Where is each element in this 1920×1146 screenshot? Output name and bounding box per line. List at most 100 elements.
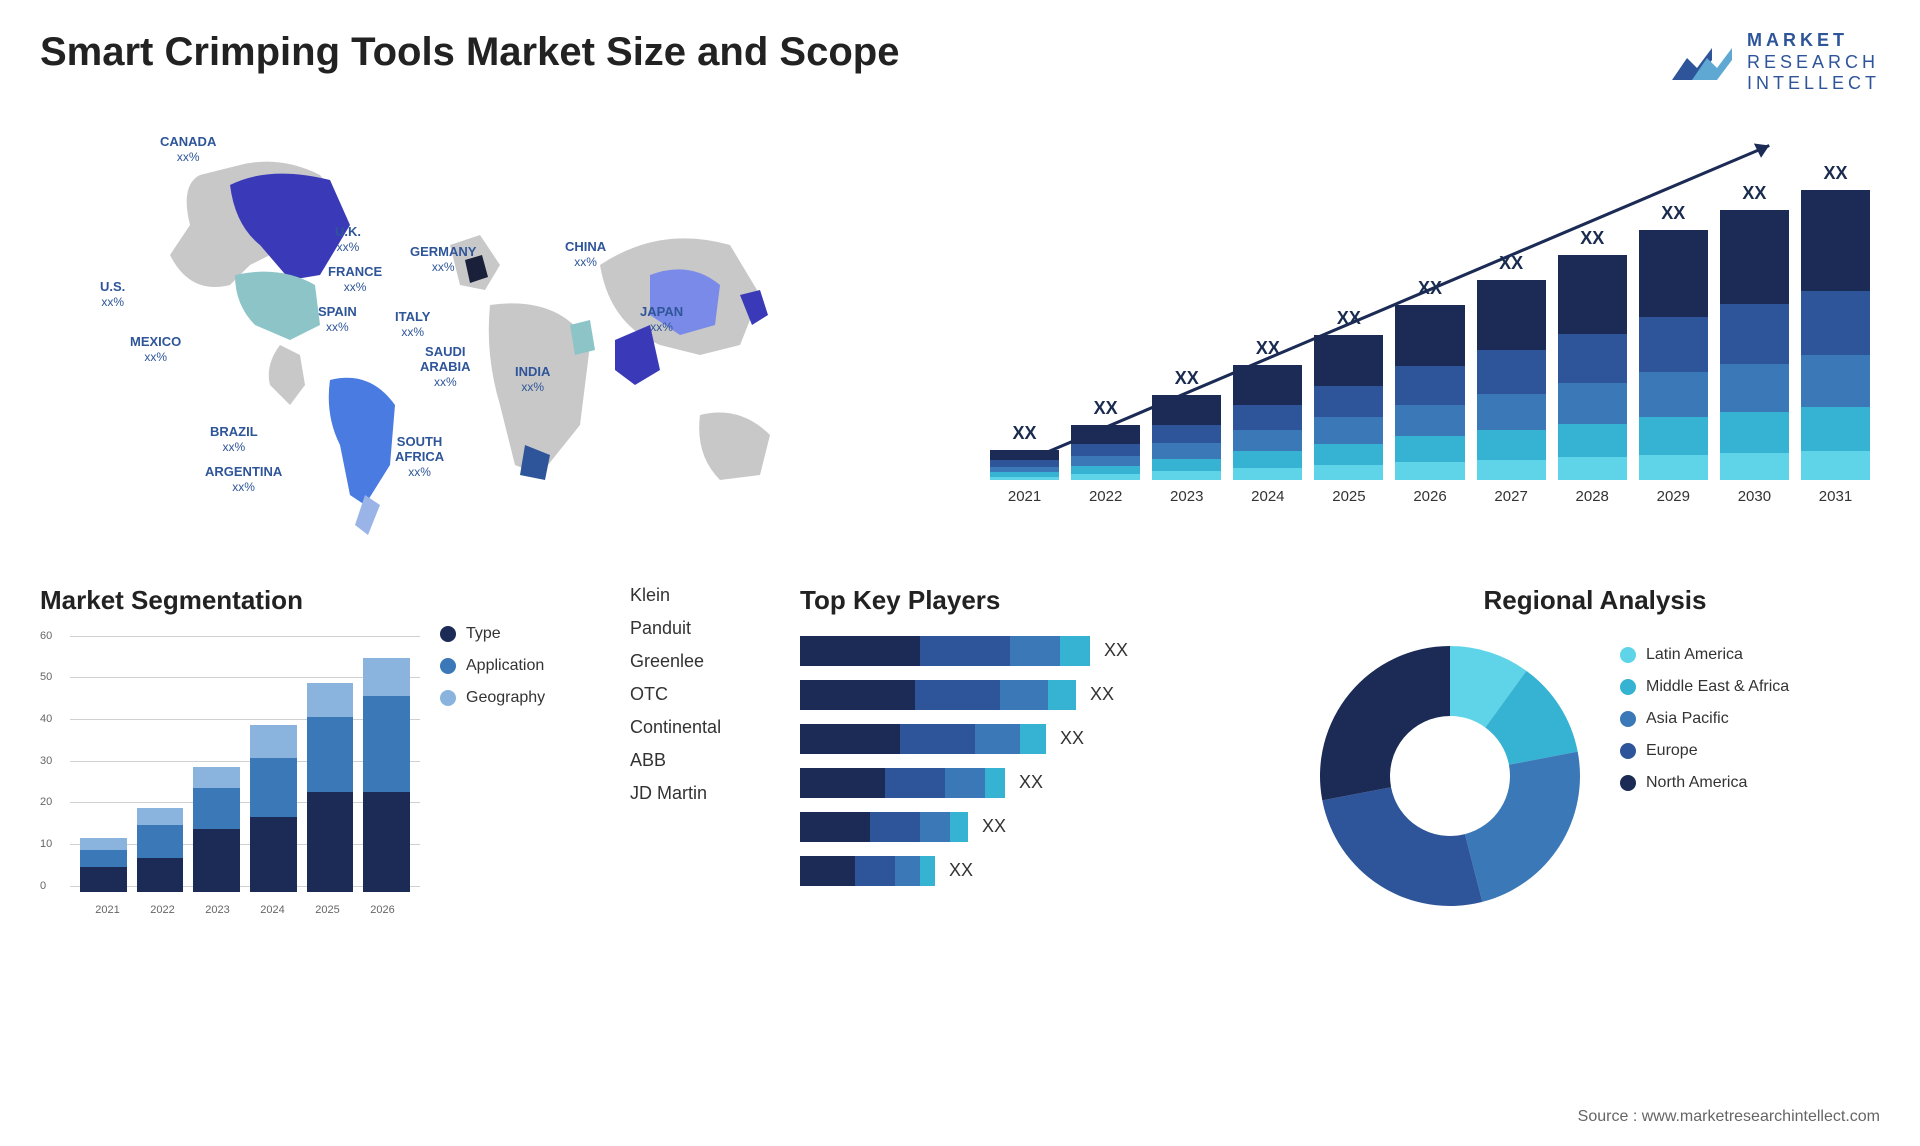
growth-bar-value: XX [1094,398,1118,419]
donut-slice [1320,646,1450,800]
growth-bar-value: XX [1337,308,1361,329]
legend-label: North America [1646,774,1747,792]
key-player-bar: XX [800,636,1280,666]
map-country-label: CHINAxx% [565,240,606,270]
growth-bar-value: XX [1013,423,1037,444]
page-title: Smart Crimping Tools Market Size and Sco… [40,30,899,75]
legend-dot-icon [440,690,456,706]
growth-year-label: 2028 [1576,488,1609,505]
legend-label: Application [466,657,544,675]
seg-y-tick: 30 [40,755,52,767]
map-country-label: CANADAxx% [160,135,216,165]
growth-year-label: 2021 [1008,488,1041,505]
segmentation-panel: Market Segmentation 01020304050602021202… [40,585,600,916]
growth-bar-value: XX [1499,253,1523,274]
donut-slice [1322,787,1482,906]
source-attribution: Source : www.marketresearchintellect.com [1578,1108,1880,1126]
legend-label: Latin America [1646,646,1743,664]
legend-item: Asia Pacific [1620,710,1880,728]
growth-year-label: 2027 [1494,488,1527,505]
growth-year-label: 2030 [1738,488,1771,505]
legend-label: Asia Pacific [1646,710,1729,728]
growth-bar: XX2029 [1639,203,1708,505]
map-country-label: SPAINxx% [318,305,357,335]
seg-y-tick: 40 [40,713,52,725]
key-player-bar: XX [800,680,1280,710]
key-player-bar: XX [800,856,1280,886]
legend-item: Application [440,657,600,675]
player-name: JD Martin [630,783,770,804]
map-country-label: GERMANYxx% [410,245,476,275]
seg-bar [307,683,354,891]
seg-x-tick: 2024 [245,904,300,916]
growth-bar-value: XX [1580,228,1604,249]
seg-x-tick: 2022 [135,904,190,916]
growth-bar: XX 2027 [1477,253,1546,505]
legend-label: Middle East & Africa [1646,678,1789,696]
seg-y-tick: 50 [40,671,52,683]
key-players-panel: Top Key Players XXXXXXXXXXXX [800,585,1280,916]
player-name: Greenlee [630,651,770,672]
seg-bar [193,767,240,892]
legend-item: Type [440,625,600,643]
player-name: ABB [630,750,770,771]
legend-label: Type [466,625,501,643]
legend-dot-icon [1620,679,1636,695]
legend-item: Geography [440,689,600,707]
growth-bar-value: XX [1418,278,1442,299]
map-country-label: FRANCExx% [328,265,382,295]
map-country-label: BRAZILxx% [210,425,258,455]
growth-bar: XX2026 [1395,278,1464,505]
growth-year-label: 2022 [1089,488,1122,505]
seg-bar [80,838,127,892]
growth-bar: XX 2025 [1314,308,1383,505]
segmentation-title: Market Segmentation [40,585,420,616]
legend-item: Latin America [1620,646,1880,664]
seg-y-tick: 10 [40,838,52,850]
donut-slice [1465,751,1580,901]
growth-bar: XX 2024 [1233,338,1302,505]
player-list: KleinPanduitGreenleeOTCContinentalABBJD … [630,585,770,916]
player-name: Klein [630,585,770,606]
growth-year-label: 2025 [1332,488,1365,505]
regional-legend: Latin America Middle East & Africa Asia Pa… [1620,636,1880,806]
growth-bar: XX2023 [1152,368,1221,505]
key-player-bar: XX [800,812,1280,842]
growth-year-label: 2031 [1819,488,1852,505]
growth-bar-value: XX [1661,203,1685,224]
map-country-label: INDIAxx% [515,365,550,395]
company-logo: MARKET RESEARCH INTELLECT [1667,30,1880,95]
legend-dot-icon [1620,743,1636,759]
key-player-value: XX [982,816,1006,837]
regional-panel: Regional Analysis Latin America Middle Ea… [1310,585,1880,916]
growth-bar-value: XX [1823,163,1847,184]
logo-mark-icon [1667,40,1737,85]
legend-dot-icon [1620,711,1636,727]
growth-year-label: 2024 [1251,488,1284,505]
legend-dot-icon [440,626,456,642]
map-country-label: SAUDIARABIAxx% [420,345,471,390]
key-player-value: XX [949,860,973,881]
player-name: Continental [630,717,770,738]
key-player-value: XX [1104,640,1128,661]
growth-bar-value: XX [1256,338,1280,359]
key-player-value: XX [1090,684,1114,705]
growth-bar: XX 2022 [1071,398,1140,505]
key-player-value: XX [1019,772,1043,793]
legend-dot-icon [1620,647,1636,663]
growth-bar: XX 2021 [990,423,1059,505]
growth-year-label: 2023 [1170,488,1203,505]
regional-title: Regional Analysis [1310,585,1880,616]
growth-bar-value: XX [1742,183,1766,204]
seg-x-tick: 2025 [300,904,355,916]
legend-dot-icon [440,658,456,674]
segmentation-legend: Type Application Geography [440,585,600,916]
seg-x-tick: 2021 [80,904,135,916]
legend-item: Europe [1620,742,1880,760]
seg-y-tick: 20 [40,796,52,808]
seg-x-tick: 2026 [355,904,410,916]
seg-bar [250,725,297,892]
key-player-bar: XX [800,724,1280,754]
growth-bar: XX 2031 [1801,163,1870,505]
player-name: OTC [630,684,770,705]
